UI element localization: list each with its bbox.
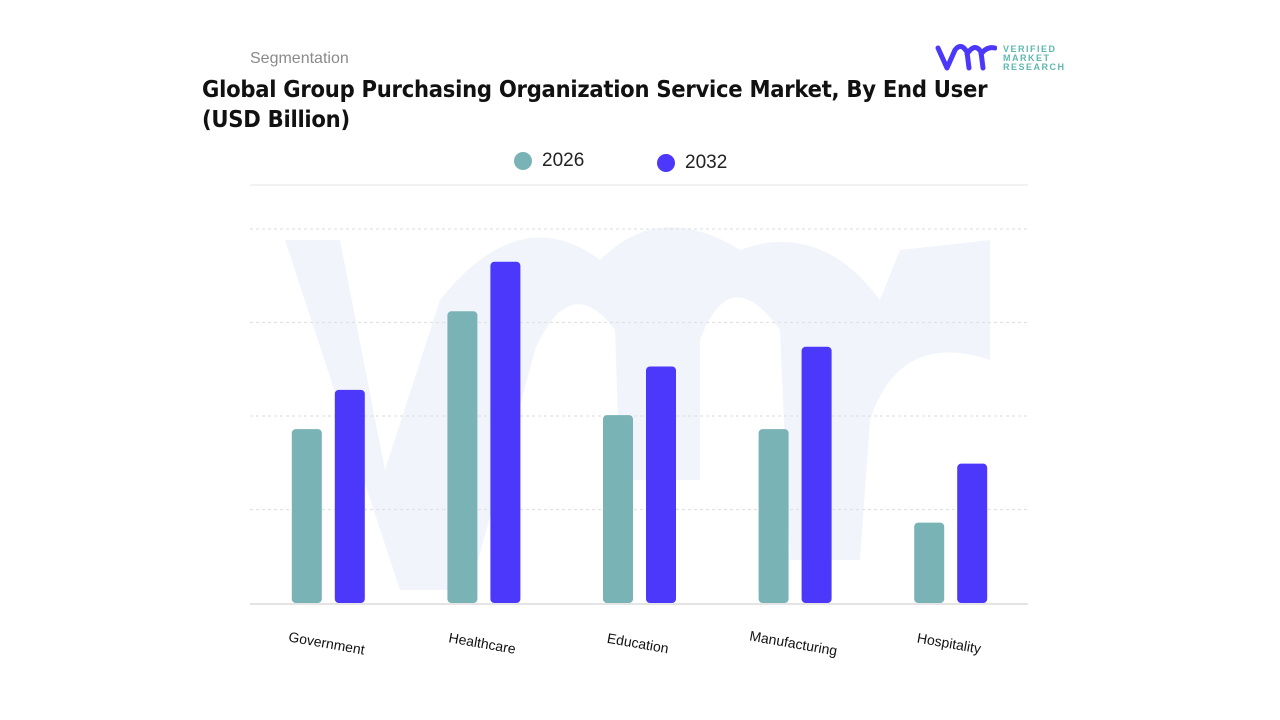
- bar-government-2026: [291, 429, 322, 603]
- legend-dot-2026: [514, 152, 532, 170]
- legend-item-2032: 2032: [657, 152, 727, 174]
- bar-education-2026: [603, 415, 633, 603]
- bar-manufacturing-2032: [801, 346, 832, 603]
- watermark-logo: [285, 227, 990, 590]
- x-tick-label: Education: [606, 630, 670, 657]
- chart-title: Global Group Purchasing Organization Ser…: [202, 75, 988, 135]
- logo-text-2: MARKET: [1003, 52, 1051, 63]
- vmr-logo: VERIFIED MARKET RESEARCH: [935, 44, 1066, 72]
- bar-education-2032: [646, 366, 676, 603]
- segment-label: Segmentation: [250, 50, 349, 67]
- title-line-1: Global Group Purchasing Organization Ser…: [202, 77, 988, 103]
- legend-label-2032: 2032: [685, 152, 728, 173]
- title-line-2: (USD Billion): [202, 107, 350, 133]
- bar-government-2032: [334, 389, 365, 603]
- legend-dot-2032: [657, 154, 675, 172]
- x-tick-label: Healthcare: [448, 629, 518, 657]
- x-tick-label: Government: [287, 629, 366, 658]
- bar-hospitality-2026: [914, 522, 945, 603]
- legend-label-2026: 2026: [542, 150, 585, 171]
- vmr-logo-icon: [935, 44, 997, 71]
- logo-text-1: VERIFIED: [1003, 43, 1057, 54]
- x-tick-label: Manufacturing: [748, 627, 838, 658]
- legend-item-2026: 2026: [514, 150, 584, 172]
- logo-text-3: RESEARCH: [1003, 61, 1066, 72]
- x-tick-label: Hospitality: [916, 630, 982, 657]
- bar-healthcare-2032: [490, 261, 521, 603]
- bar-healthcare-2026: [447, 311, 478, 603]
- bar-manufacturing-2026: [758, 429, 789, 603]
- bar-hospitality-2032: [957, 463, 988, 603]
